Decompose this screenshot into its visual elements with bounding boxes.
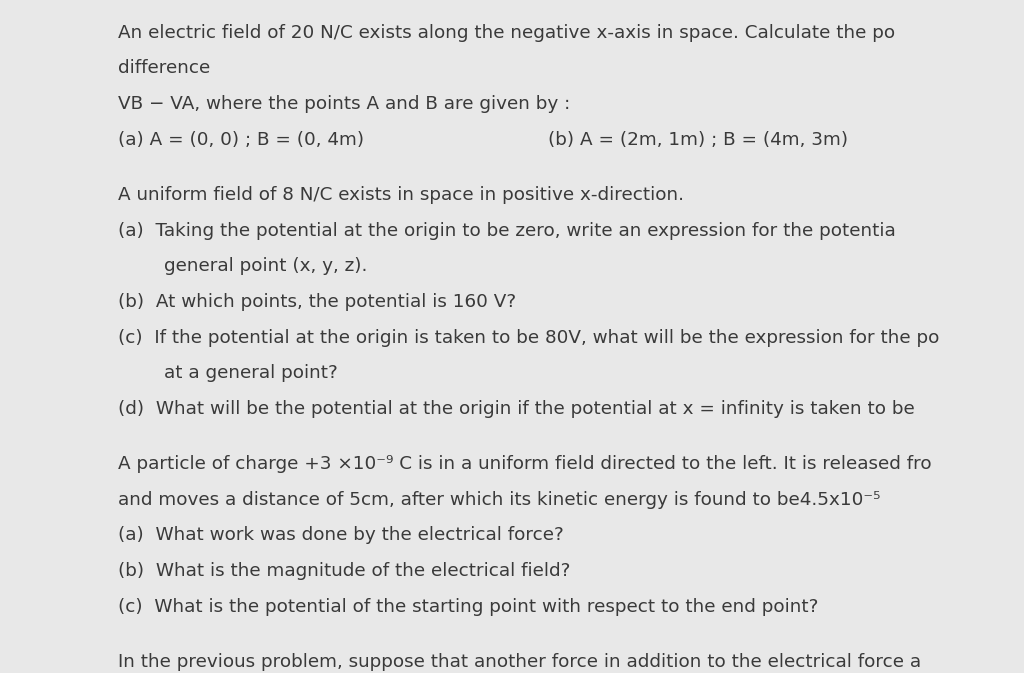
Text: at a general point?: at a general point? <box>164 364 338 382</box>
Text: (a)  What work was done by the electrical force?: (a) What work was done by the electrical… <box>118 526 563 544</box>
Text: general point (x, y, z).: general point (x, y, z). <box>164 257 368 275</box>
Text: An electric field of 20 N/C exists along the negative x-axis in space. Calculate: An electric field of 20 N/C exists along… <box>118 24 895 42</box>
Text: and moves a distance of 5cm, after which its kinetic energy is found to be4.5x10: and moves a distance of 5cm, after which… <box>118 491 881 509</box>
Text: VB − VA, where the points A and B are given by :: VB − VA, where the points A and B are gi… <box>118 95 570 113</box>
Text: (c)  If the potential at the origin is taken to be 80V, what will be the express: (c) If the potential at the origin is ta… <box>118 328 939 347</box>
Text: difference: difference <box>118 59 210 77</box>
Text: (d)  What will be the potential at the origin if the potential at x = infinity i: (d) What will be the potential at the or… <box>118 400 914 418</box>
Text: (b)  At which points, the potential is 160 V?: (b) At which points, the potential is 16… <box>118 293 516 311</box>
Text: (a) A = (0, 0) ; B = (0, 4m): (a) A = (0, 0) ; B = (0, 4m) <box>118 131 364 149</box>
Text: (b)  What is the magnitude of the electrical field?: (b) What is the magnitude of the electri… <box>118 562 570 580</box>
Text: A uniform field of 8 N/C exists in space in positive x-direction.: A uniform field of 8 N/C exists in space… <box>118 186 684 204</box>
Text: (a)  Taking the potential at the origin to be zero, write an expression for the : (a) Taking the potential at the origin t… <box>118 221 896 240</box>
Text: (c)  What is the potential of the starting point with respect to the end point?: (c) What is the potential of the startin… <box>118 598 818 616</box>
Text: A particle of charge +3 ×10⁻⁹ C is in a uniform field directed to the left. It i: A particle of charge +3 ×10⁻⁹ C is in a … <box>118 455 932 473</box>
Text: In the previous problem, suppose that another force in addition to the electrica: In the previous problem, suppose that an… <box>118 653 921 671</box>
Text: (b) A = (2m, 1m) ; B = (4m, 3m): (b) A = (2m, 1m) ; B = (4m, 3m) <box>548 131 848 149</box>
